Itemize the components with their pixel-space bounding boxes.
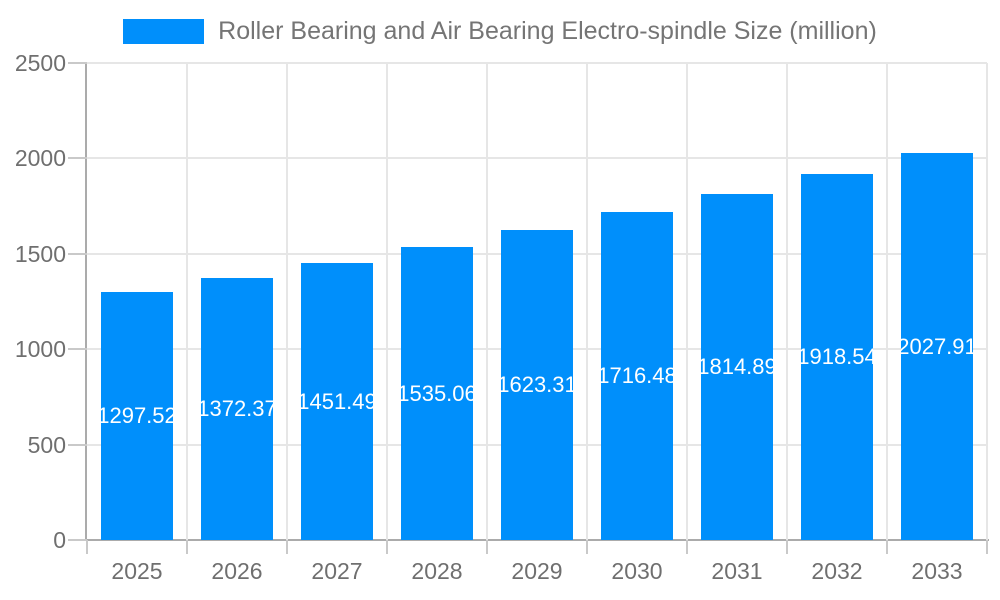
bar-value-label: 1372.37 bbox=[201, 396, 273, 422]
v-gridline bbox=[886, 63, 888, 540]
x-axis-label-2027: 2027 bbox=[311, 558, 363, 584]
x-axis-tick bbox=[86, 540, 88, 554]
y-axis-label: 500 bbox=[27, 431, 66, 458]
h-gridline bbox=[87, 157, 987, 160]
h-gridline bbox=[87, 62, 987, 64]
bar-value-label: 1535.06 bbox=[401, 380, 473, 406]
x-axis-label-2028: 2028 bbox=[411, 558, 463, 584]
x-axis-tick bbox=[886, 540, 888, 554]
x-axis-tick bbox=[286, 540, 288, 554]
y-axis-tick bbox=[68, 157, 87, 160]
x-axis-tick bbox=[686, 540, 688, 554]
bar-value-label: 1297.52 bbox=[101, 403, 173, 429]
y-axis-tick bbox=[68, 539, 87, 541]
bar-value-label: 1623.31 bbox=[501, 372, 573, 398]
y-axis-label: 2000 bbox=[14, 145, 66, 172]
legend-swatch bbox=[123, 19, 205, 44]
x-axis-label-2030: 2030 bbox=[611, 558, 663, 584]
v-gridline bbox=[986, 63, 988, 540]
legend[interactable]: Roller Bearing and Air Bearing Electro-s… bbox=[0, 17, 1000, 46]
x-axis-label-2031: 2031 bbox=[711, 558, 763, 584]
v-gridline bbox=[586, 63, 588, 540]
x-axis-label-2033: 2033 bbox=[911, 558, 963, 584]
v-gridline bbox=[186, 63, 188, 540]
y-axis-tick bbox=[68, 62, 87, 64]
x-axis-label-2025: 2025 bbox=[111, 558, 163, 584]
v-gridline bbox=[786, 63, 788, 540]
y-axis-label: 0 bbox=[53, 527, 66, 553]
x-axis-label-2026: 2026 bbox=[211, 558, 263, 584]
bar-value-label: 1918.54 bbox=[801, 343, 873, 369]
x-axis-tick bbox=[986, 540, 988, 554]
x-axis-tick bbox=[186, 540, 188, 554]
x-axis-tick bbox=[586, 540, 588, 554]
v-gridline bbox=[286, 63, 288, 540]
x-axis-tick bbox=[486, 540, 488, 554]
y-axis-line bbox=[85, 63, 87, 540]
x-axis-line bbox=[68, 539, 989, 541]
bar-2029[interactable]: 1623.31 bbox=[501, 230, 573, 540]
y-axis-label: 1500 bbox=[14, 240, 66, 267]
bar-value-label: 1814.89 bbox=[701, 353, 773, 379]
v-gridline bbox=[486, 63, 488, 540]
v-gridline bbox=[686, 63, 688, 540]
bar-2032[interactable]: 1918.54 bbox=[801, 173, 873, 540]
bar-value-label: 1451.49 bbox=[301, 388, 373, 414]
bar-value-label: 1716.48 bbox=[601, 363, 673, 389]
y-axis-tick bbox=[68, 348, 87, 351]
bar-2027[interactable]: 1451.49 bbox=[301, 263, 373, 540]
y-axis-tick bbox=[68, 252, 87, 255]
legend-label: Roller Bearing and Air Bearing Electro-s… bbox=[218, 17, 877, 45]
bar-2028[interactable]: 1535.06 bbox=[401, 247, 473, 540]
bar-2026[interactable]: 1372.37 bbox=[201, 278, 273, 540]
bar-value-label: 2027.91 bbox=[901, 333, 973, 359]
y-axis-label: 2500 bbox=[14, 50, 66, 76]
x-axis-tick bbox=[786, 540, 788, 554]
bar-2033[interactable]: 2027.91 bbox=[901, 153, 973, 540]
x-axis-tick bbox=[386, 540, 388, 554]
y-axis-label: 1000 bbox=[14, 336, 66, 363]
bar-2031[interactable]: 1814.89 bbox=[701, 193, 773, 540]
bar-2025[interactable]: 1297.52 bbox=[101, 292, 173, 540]
v-gridline bbox=[386, 63, 388, 540]
y-axis-tick bbox=[68, 443, 87, 446]
x-axis-label-2032: 2032 bbox=[811, 558, 863, 584]
x-axis-label-2029: 2029 bbox=[511, 558, 563, 584]
plot-area: 0 500 1000 1500 2000 2500 1297.52 2025 1372.37 20… bbox=[15, 50, 989, 584]
bar-2030[interactable]: 1716.48 bbox=[601, 212, 673, 540]
